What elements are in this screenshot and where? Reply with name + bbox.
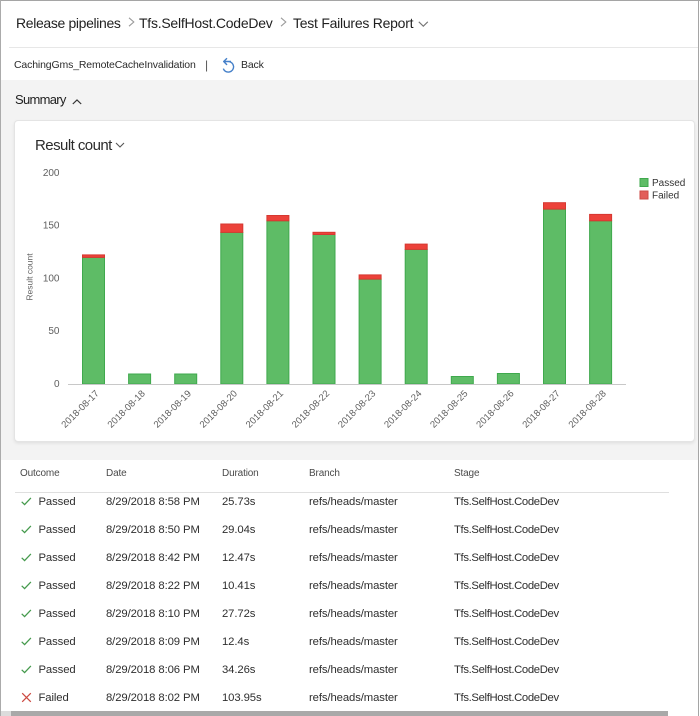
svg-text:2018-08-26: 2018-08-26: [474, 388, 516, 430]
svg-text:Failed: Failed: [652, 191, 679, 202]
svg-text:200: 200: [43, 168, 60, 179]
svg-text:Result count: Result count: [25, 253, 35, 301]
svg-text:2018-08-23: 2018-08-23: [336, 388, 378, 430]
svg-text:2018-08-17: 2018-08-17: [59, 388, 101, 430]
svg-text:2018-08-28: 2018-08-28: [567, 388, 609, 430]
svg-text:2018-08-24: 2018-08-24: [382, 388, 424, 430]
svg-text:2018-08-18: 2018-08-18: [106, 388, 148, 430]
svg-text:2018-08-19: 2018-08-19: [152, 388, 194, 430]
svg-text:2018-08-25: 2018-08-25: [428, 388, 470, 430]
svg-text:2018-08-21: 2018-08-21: [244, 388, 286, 430]
svg-text:100: 100: [43, 273, 60, 284]
svg-text:Passed: Passed: [652, 178, 685, 189]
svg-text:2018-08-22: 2018-08-22: [290, 388, 332, 430]
svg-text:150: 150: [43, 221, 60, 232]
svg-text:2018-08-20: 2018-08-20: [198, 388, 240, 430]
svg-text:50: 50: [48, 326, 60, 337]
svg-text:2018-08-27: 2018-08-27: [520, 388, 562, 430]
svg-text:0: 0: [54, 379, 60, 390]
